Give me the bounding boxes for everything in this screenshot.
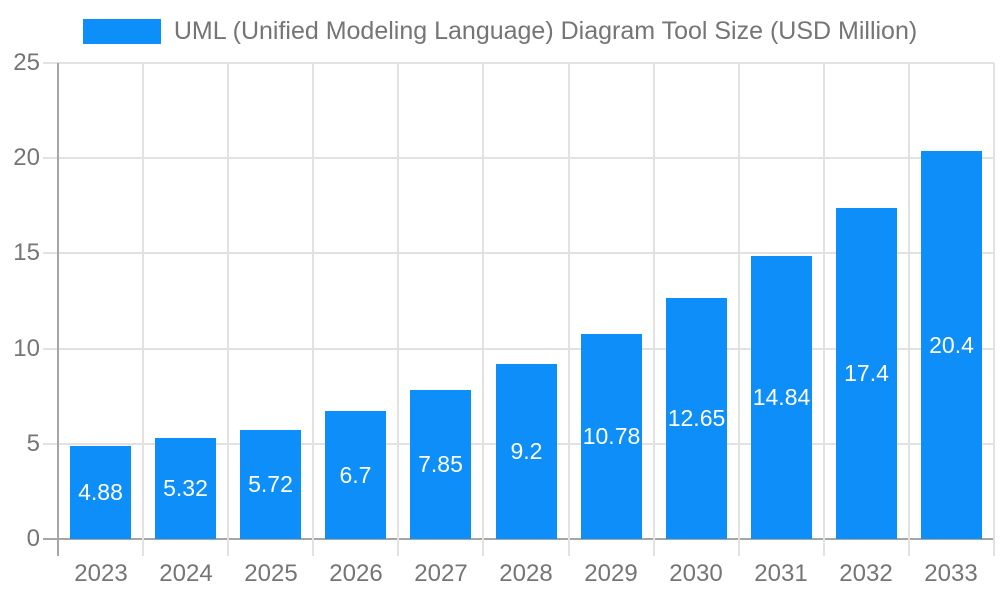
bar[interactable]: 12.65	[666, 298, 727, 539]
gridline-v	[568, 63, 570, 556]
x-tick-label: 2032	[839, 560, 893, 587]
gridline-h	[43, 157, 994, 159]
y-tick-label: 15	[13, 239, 40, 266]
y-tick-label: 10	[13, 335, 40, 362]
x-tick-label: 2029	[584, 560, 638, 587]
bar[interactable]: 10.78	[581, 334, 642, 539]
bar-value-label: 7.85	[418, 451, 463, 477]
gridline-h	[43, 348, 994, 350]
gridline-v	[312, 63, 314, 556]
bar-value-label: 9.2	[510, 438, 543, 464]
gridline-v	[142, 63, 144, 556]
gridline-v	[993, 63, 995, 556]
x-tick-label: 2031	[754, 560, 808, 587]
gridline-h	[43, 62, 994, 64]
y-tick-label: 25	[13, 49, 40, 76]
gridline-v	[823, 63, 825, 556]
bar-value-label: 14.84	[752, 384, 811, 410]
bar[interactable]: 9.2	[496, 364, 557, 539]
legend-swatch[interactable]	[82, 19, 161, 44]
bar[interactable]: 5.72	[240, 430, 301, 539]
bar[interactable]: 14.84	[751, 256, 812, 539]
gridline-h	[43, 252, 994, 254]
gridline-v	[482, 63, 484, 556]
bar-value-label: 5.72	[248, 471, 293, 497]
gridline-v	[908, 63, 910, 556]
x-tick-label: 2028	[499, 560, 553, 587]
x-tick-label: 2027	[414, 560, 468, 587]
y-tick-label: 20	[13, 144, 40, 171]
gridline-v	[227, 63, 229, 556]
bar-value-label: 20.4	[929, 331, 974, 358]
x-tick-label: 2025	[244, 560, 298, 587]
bar[interactable]: 4.88	[70, 446, 131, 539]
gridline-v	[653, 63, 655, 556]
bar-value-label: 6.7	[339, 461, 372, 488]
legend-label[interactable]: UML (Unified Modeling Language) Diagram …	[173, 17, 918, 45]
bar[interactable]: 5.32	[155, 438, 216, 539]
bar-value-label: 4.88	[78, 479, 123, 505]
x-tick-label: 2030	[669, 560, 723, 587]
bar-value-label: 5.32	[163, 475, 208, 501]
y-tick-label: 5	[26, 430, 40, 457]
bar[interactable]: 20.4	[921, 151, 982, 539]
x-tick-label: 2024	[159, 560, 213, 587]
x-tick-label: 2033	[924, 560, 978, 587]
x-axis-line	[43, 538, 994, 540]
x-tick-label: 2026	[329, 560, 383, 587]
gridline-v	[397, 63, 399, 556]
chart-legend: UML (Unified Modeling Language) Diagram …	[0, 17, 1000, 46]
y-axis-line	[57, 63, 59, 556]
bar[interactable]: 6.7	[325, 411, 386, 539]
bar-value-label: 10.78	[582, 423, 641, 449]
x-tick-label: 2023	[74, 560, 128, 587]
gridline-v	[738, 63, 740, 556]
bar-value-label: 17.4	[844, 360, 889, 386]
bar-value-label: 12.65	[667, 405, 726, 431]
bar[interactable]: 17.4	[836, 208, 897, 539]
bar[interactable]: 7.85	[410, 390, 471, 539]
y-tick-label: 0	[26, 525, 40, 552]
